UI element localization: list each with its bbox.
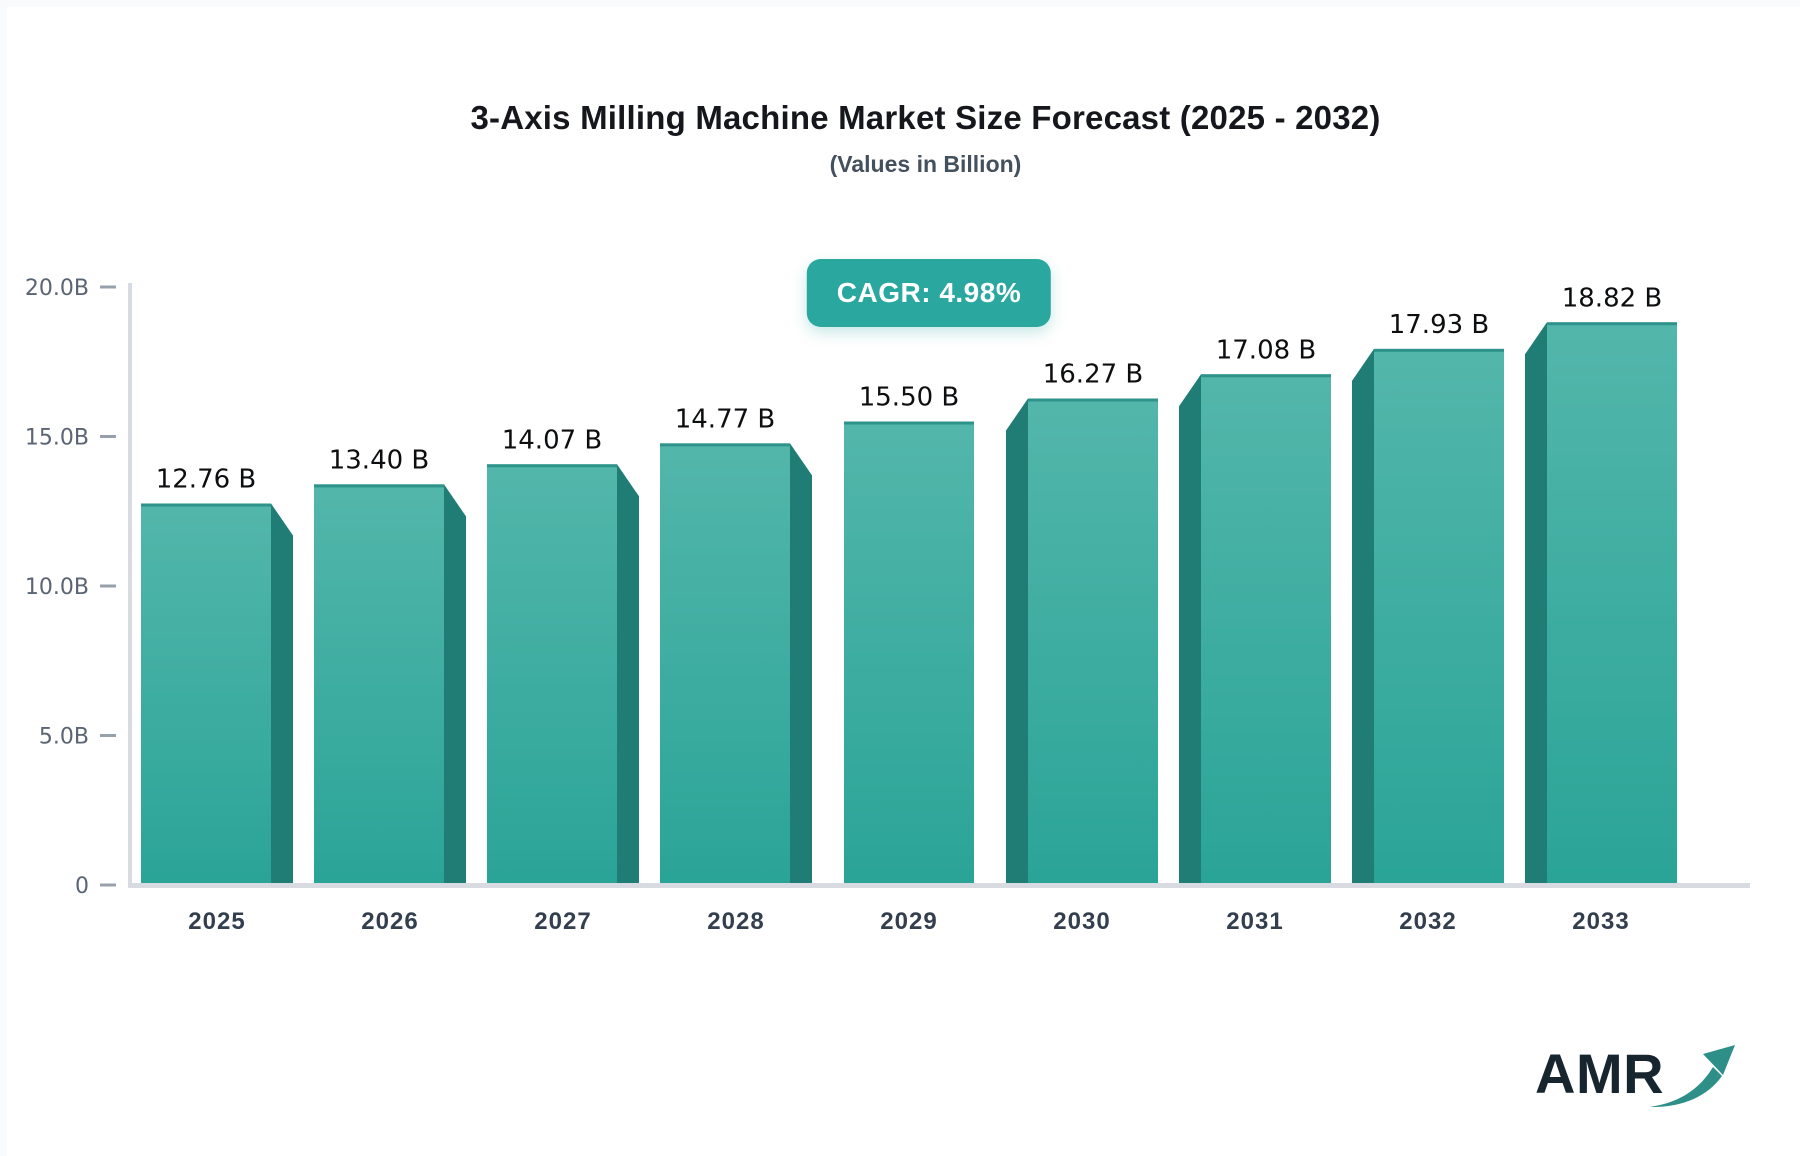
x-axis-year-label: 2027 [534, 908, 591, 935]
bar-front-face [844, 421, 974, 885]
bar-value-label: 14.07 B [502, 425, 603, 455]
bar-front-face [1201, 374, 1331, 885]
bar-front-face [1547, 322, 1677, 886]
bar-value-label: 17.08 B [1216, 335, 1317, 365]
bar-value-label: 18.82 B [1562, 283, 1663, 313]
bar-value-label: 13.40 B [329, 445, 430, 475]
chart-subtitle: (Values in Billion) [829, 151, 1022, 177]
chart-header: 3-Axis Milling Machine Market Size Forec… [29, 99, 1800, 178]
y-axis-tick-label: 5.0B [39, 725, 89, 750]
bar-2033: 18.82 B [1525, 283, 1677, 886]
y-axis-tick-label: 10.0B [25, 575, 89, 600]
x-axis-year-label: 2033 [1572, 908, 1629, 935]
y-axis-tick-label: 15.0B [25, 426, 89, 451]
chart-card: 3-Axis Milling Machine Market Size Forec… [7, 7, 1800, 1156]
x-axis-year-label: 2029 [880, 908, 937, 935]
bar-value-label: 15.50 B [859, 383, 960, 413]
bar-value-label: 16.27 B [1043, 360, 1144, 390]
amr-logo: AMR [1535, 1041, 1735, 1131]
cagr-badge: CAGR: 4.98% [806, 259, 1052, 327]
bar-side-face [1179, 374, 1201, 885]
bar-2027: 14.07 B [487, 425, 639, 885]
y-axis-tick-label: 20.0B [25, 276, 89, 301]
bar-side-face [1352, 348, 1374, 885]
x-axis-baseline [128, 883, 1750, 888]
x-axis-year-label: 2031 [1226, 908, 1283, 935]
bar-front-face [660, 443, 790, 885]
bar-side-face [1525, 322, 1547, 886]
bar-2026: 13.40 B [314, 445, 466, 885]
bar-value-label: 12.76 B [156, 464, 257, 494]
bar-value-label: 14.77 B [675, 404, 776, 434]
x-axis-year-label: 2032 [1399, 908, 1456, 935]
y-axis-tick-label: 0 [75, 874, 89, 899]
bar-side-face [790, 443, 812, 885]
market-size-bar-chart: 20.0B 15.0B 10.0B 5.0B 0 12.76 B 2025 13.40 B 20… [25, 276, 1750, 935]
bar-front-face [314, 484, 444, 885]
bar-front-face [487, 464, 617, 885]
bar-2025: 12.76 B [141, 464, 293, 885]
bar-side-face [617, 464, 639, 885]
bar-2031: 17.08 B [1179, 335, 1331, 885]
amr-logo-text: AMR [1535, 1042, 1665, 1105]
chart-title: 3-Axis Milling Machine Market Size Forec… [470, 99, 1381, 136]
x-axis-year-label: 2025 [188, 908, 245, 935]
bar-front-face [141, 503, 271, 885]
growth-arrow-icon [1649, 1045, 1735, 1108]
bar-value-label: 17.93 B [1389, 310, 1490, 340]
x-axis-year-label: 2028 [707, 908, 764, 935]
bar-front-face [1374, 348, 1504, 885]
bar-side-face [271, 503, 293, 885]
x-axis-year-label: 2030 [1053, 908, 1110, 935]
bar-2032: 17.93 B [1352, 310, 1504, 885]
bar-side-face [444, 484, 466, 885]
bar-2030: 16.27 B [1006, 360, 1158, 885]
x-axis-year-label: 2026 [361, 908, 418, 935]
bar-2028: 14.77 B [660, 404, 812, 885]
bar-front-face [1028, 398, 1158, 885]
bar-side-face [1006, 398, 1028, 885]
bar-2029: 15.50 B [844, 383, 974, 885]
